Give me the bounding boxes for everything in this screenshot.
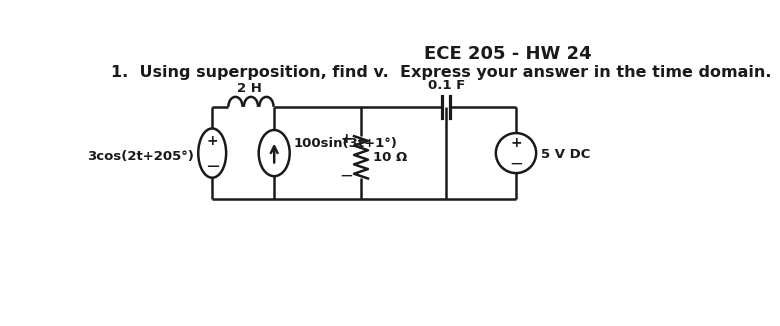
Text: ECE 205 - HW 24: ECE 205 - HW 24 <box>424 45 592 63</box>
Text: +: + <box>510 136 522 150</box>
Text: −: − <box>339 166 353 185</box>
Text: −: − <box>509 155 523 173</box>
Text: 1.  Using superposition, find v.  Express your answer in the time domain.: 1. Using superposition, find v. Express … <box>112 65 772 80</box>
Text: 2 H: 2 H <box>237 82 262 95</box>
Text: 3cos(2t+205°): 3cos(2t+205°) <box>87 150 193 163</box>
Text: 0.1 F: 0.1 F <box>427 79 465 92</box>
Text: −: − <box>204 158 220 176</box>
Text: 5 V DC: 5 V DC <box>541 148 590 161</box>
Text: 10 Ω: 10 Ω <box>373 151 407 164</box>
Text: +: + <box>207 134 218 148</box>
Text: 100sin(3t+1°): 100sin(3t+1°) <box>293 137 398 150</box>
Text: +: + <box>340 132 352 146</box>
